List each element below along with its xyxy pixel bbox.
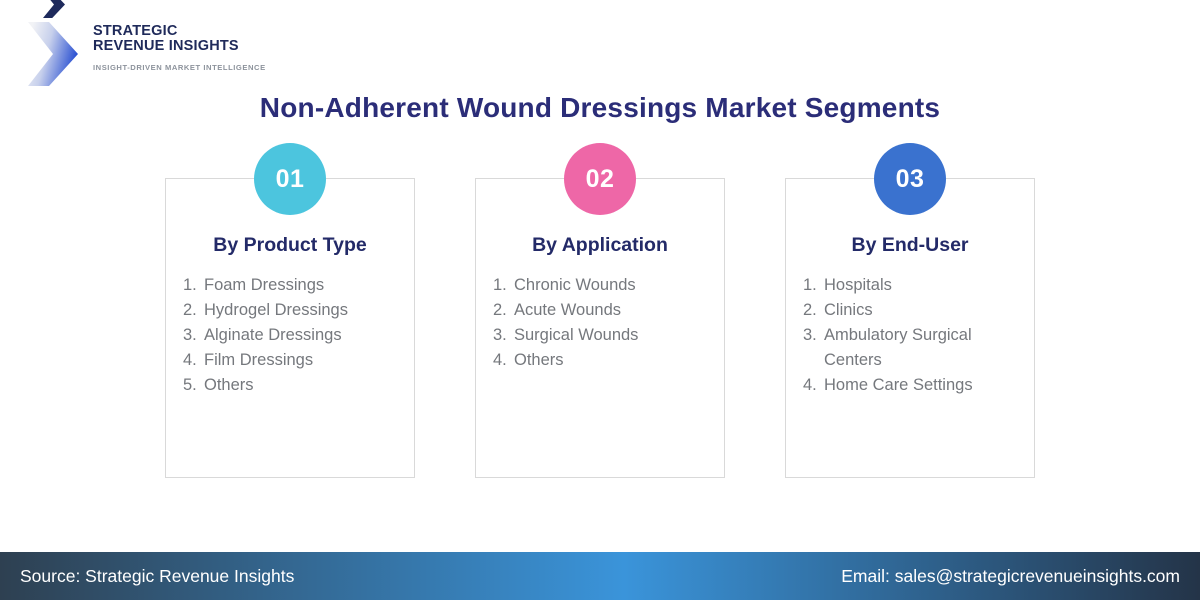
list-item: 3. Ambulatory Surgical Centers <box>803 323 1026 373</box>
chevron-small-icon <box>43 0 65 18</box>
logo-line-1: STRATEGIC <box>93 23 178 39</box>
chevron-big-icon <box>28 22 78 86</box>
list-item: 4. Others <box>493 348 716 373</box>
list-item-text: Hospitals <box>824 276 892 294</box>
list-item-text: Chronic Wounds <box>514 276 636 294</box>
list-item: 3. Alginate Dressings <box>183 323 406 348</box>
logo: STRATEGIC REVENUE INSIGHTS INSIGHT-DRIVE… <box>28 0 266 90</box>
list-item-number: 1. <box>803 276 817 294</box>
list-item-text: Clinics <box>824 301 873 319</box>
card-application: 02 By Application 1. Chronic Wounds 2. Acut… <box>475 143 725 478</box>
segment-cards-row: 01 By Product Type 1. Foam Dressings 2. Hyd… <box>0 143 1200 478</box>
footer-bar: Source: Strategic Revenue Insights Email… <box>0 552 1200 600</box>
card-end-user: 03 By End-User 1. Hospitals 2. Clinics 3. Amb… <box>785 143 1035 478</box>
list-item-number: 3. <box>493 326 507 344</box>
list-item-text: Alginate Dressings <box>204 326 342 344</box>
list-item: 2. Clinics <box>803 298 1026 323</box>
card-number-badge: 01 <box>254 143 326 215</box>
card-heading: By End-User <box>851 234 969 256</box>
list-item: 5. Others <box>183 373 406 398</box>
page-title: Non-Adherent Wound Dressings Market Segm… <box>259 92 941 123</box>
card-number-badge: 02 <box>564 143 636 215</box>
list-item: 4. Home Care Settings <box>803 373 1026 398</box>
list-item-number: 1. <box>183 276 197 294</box>
logo-text: STRATEGIC REVENUE INSIGHTS INSIGHT-DRIVE… <box>93 23 266 73</box>
list-item-number: 4. <box>803 376 817 394</box>
list-item-number: 4. <box>493 351 507 369</box>
list-item: 1. Hospitals <box>803 273 1026 298</box>
card-product-type: 01 By Product Type 1. Foam Dressings 2. Hyd… <box>165 143 415 478</box>
list-item-text: Film Dressings <box>204 351 314 369</box>
list-item-text: Home Care Settings <box>824 376 973 394</box>
list-item-text: Surgical Wounds <box>514 326 639 344</box>
list-item-number: 4. <box>183 351 197 369</box>
list-item-number: 1. <box>493 276 507 294</box>
card-list: 1. Chronic Wounds 2. Acute Wounds 3. Surgical… <box>476 273 724 373</box>
list-item: 3. Surgical Wounds <box>493 323 716 348</box>
footer-email: Email: sales@strategicrevenueinsights.co… <box>841 565 1180 586</box>
logo-tagline: INSIGHT-DRIVEN MARKET INTELLIGENCE <box>93 63 266 72</box>
list-item-text: Others <box>514 351 564 369</box>
logo-line-2: REVENUE INSIGHTS <box>93 38 239 54</box>
list-item: 1. Foam Dressings <box>183 273 406 298</box>
list-item-text: Hydrogel Dressings <box>204 301 348 319</box>
list-item-number: 5. <box>183 376 197 394</box>
list-item: 2. Acute Wounds <box>493 298 716 323</box>
list-item-text: Foam Dressings <box>204 276 325 294</box>
list-item-number: 2. <box>493 301 507 319</box>
list-item-text: Acute Wounds <box>514 301 622 319</box>
logo-chevron-icon <box>28 0 80 90</box>
card-heading: By Product Type <box>213 234 367 256</box>
card-list: 1. Foam Dressings 2. Hydrogel Dressings 3. Al… <box>166 273 414 398</box>
list-item-number: 2. <box>183 301 197 319</box>
list-item: 4. Film Dressings <box>183 348 406 373</box>
footer-source: Source: Strategic Revenue Insights <box>20 565 295 586</box>
card-list: 1. Hospitals 2. Clinics 3. Ambulatory Surgica… <box>786 273 1034 398</box>
list-item: 1. Chronic Wounds <box>493 273 716 298</box>
card-number-badge: 03 <box>874 143 946 215</box>
list-item: 2. Hydrogel Dressings <box>183 298 406 323</box>
list-item-text: Others <box>204 376 254 394</box>
list-item-number: 2. <box>803 301 817 319</box>
list-item-number: 3. <box>803 326 817 344</box>
card-heading: By Application <box>532 234 668 256</box>
list-item-text: Ambulatory Surgical Centers <box>824 326 972 369</box>
list-item-number: 3. <box>183 326 197 344</box>
